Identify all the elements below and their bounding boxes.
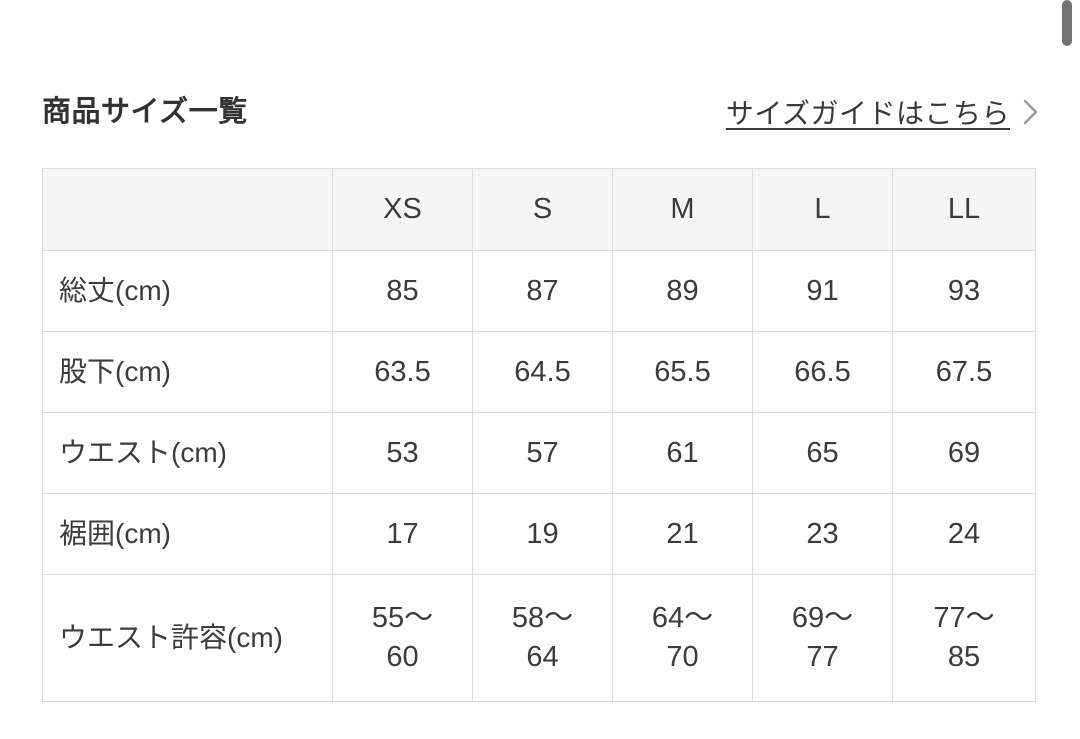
table-body: 総丈(cm) 85 87 89 91 93 股下(cm) 63.5 64.5 6…: [42, 250, 1036, 702]
cell-value: 23: [752, 493, 893, 575]
cell-value: 67.5: [892, 331, 1036, 413]
cell-value: 21: [612, 493, 753, 575]
cell-value: 63.5: [332, 331, 473, 413]
chevron-right-icon: [1020, 97, 1042, 127]
cell-value: 65: [752, 412, 893, 494]
column-header-m: M: [612, 168, 753, 251]
cell-value: 93: [892, 250, 1036, 332]
cell-value: 69: [892, 412, 1036, 494]
table-corner-cell: [42, 168, 333, 251]
table-row: ウエスト許容(cm) 55〜 60 58〜 64 64〜 70 69〜 77 7…: [42, 574, 1036, 702]
cell-value: 61: [612, 412, 753, 494]
cell-value: 24: [892, 493, 1036, 575]
size-table: XS S M L LL 総丈(cm) 85 87 89 91 93 股下(cm): [42, 168, 1036, 702]
cell-value: 87: [472, 250, 613, 332]
row-label: 股下(cm): [42, 331, 333, 413]
column-header-xs: XS: [332, 168, 473, 251]
column-header-s: S: [472, 168, 613, 251]
row-label: ウエスト許容(cm): [42, 574, 333, 702]
cell-value: 64.5: [472, 331, 613, 413]
size-guide-link[interactable]: サイズガイドはこちら: [726, 92, 1042, 132]
cell-value: 85: [332, 250, 473, 332]
row-label: 総丈(cm): [42, 250, 333, 332]
cell-value: 57: [472, 412, 613, 494]
table-row: 股下(cm) 63.5 64.5 65.5 66.5 67.5: [42, 331, 1036, 413]
cell-value: 77〜 85: [892, 574, 1036, 702]
size-table-container: XS S M L LL 総丈(cm) 85 87 89 91 93 股下(cm): [42, 168, 1036, 702]
cell-value: 64〜 70: [612, 574, 753, 702]
row-label: 裾囲(cm): [42, 493, 333, 575]
cell-value: 53: [332, 412, 473, 494]
cell-value: 55〜 60: [332, 574, 473, 702]
size-guide-link-label: サイズガイドはこちら: [725, 98, 1010, 129]
cell-value: 91: [752, 250, 893, 332]
table-row: 総丈(cm) 85 87 89 91 93: [42, 250, 1036, 332]
page-title: 商品サイズ一覧: [42, 95, 248, 128]
cell-value: 89: [612, 250, 753, 332]
cell-value: 58〜 64: [472, 574, 613, 702]
table-header-row: XS S M L LL: [42, 168, 1036, 251]
cell-value: 69〜 77: [752, 574, 893, 702]
cell-value: 19: [472, 493, 613, 575]
vertical-scrollbar[interactable]: [1062, 0, 1072, 739]
column-header-l: L: [752, 168, 893, 251]
cell-value: 65.5: [612, 331, 753, 413]
cell-value: 17: [332, 493, 473, 575]
scrollbar-thumb[interactable]: [1062, 0, 1072, 46]
table-row: 裾囲(cm) 17 19 21 23 24: [42, 493, 1036, 575]
section-header: 商品サイズ一覧 サイズガイドはこちら: [42, 88, 1042, 136]
row-label: ウエスト(cm): [42, 412, 333, 494]
table-row: ウエスト(cm) 53 57 61 65 69: [42, 412, 1036, 494]
cell-value: 66.5: [752, 331, 893, 413]
table-head: XS S M L LL: [42, 168, 1036, 251]
column-header-ll: LL: [892, 168, 1036, 251]
